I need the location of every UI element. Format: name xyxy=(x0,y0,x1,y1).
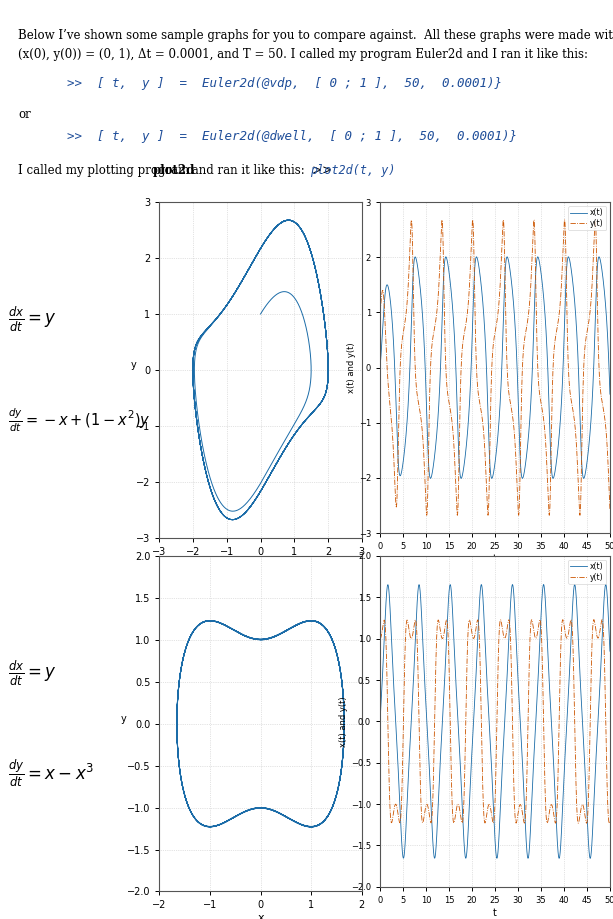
Text: $\frac{dy}{dt} = -x + (1-x^2)y$: $\frac{dy}{dt} = -x + (1-x^2)y$ xyxy=(8,406,151,434)
y(t) xyxy=(546,510,553,521)
x(t) xyxy=(376,716,384,727)
y(t) xyxy=(511,794,518,805)
y(t) xyxy=(606,816,613,827)
x(t) xyxy=(606,646,613,657)
Text: >>  [ t,  y ]  =  Euler2d(@dwell,  [ 0 ; 1 ],  50,  0.0001)}: >> [ t, y ] = Euler2d(@dwell, [ 0 ; 1 ],… xyxy=(52,130,517,143)
x(t) xyxy=(595,698,603,709)
y(t) xyxy=(535,379,543,390)
x(t) xyxy=(535,662,543,673)
Y-axis label: y: y xyxy=(131,360,136,370)
Text: $\frac{dx}{dt} = y$: $\frac{dx}{dt} = y$ xyxy=(8,659,57,688)
x(t) xyxy=(376,362,384,373)
y(t) xyxy=(376,633,384,644)
x(t) xyxy=(532,269,539,280)
Text: (x(0), y(0)) = (0, 1), Δt = 0.0001, and T = 50. I called my program Euler2d and : (x(0), y(0)) = (0, 1), Δt = 0.0001, and … xyxy=(18,48,588,61)
Line: y(t): y(t) xyxy=(380,220,610,516)
y(t) xyxy=(532,271,539,282)
X-axis label: x: x xyxy=(257,913,264,919)
Legend: x(t), y(t): x(t), y(t) xyxy=(568,560,606,584)
x(t) xyxy=(587,853,594,864)
y(t) xyxy=(598,614,606,625)
x(t) xyxy=(565,251,572,262)
x(t) xyxy=(421,358,428,369)
Text: $\frac{dy}{dt} = x - x^3$: $\frac{dy}{dt} = x - x^3$ xyxy=(8,758,94,790)
x(t) xyxy=(400,453,407,464)
y(t) xyxy=(532,632,539,643)
Line: x(t): x(t) xyxy=(380,256,610,479)
x(t) xyxy=(595,251,603,262)
y(t) xyxy=(595,360,603,371)
y(t) xyxy=(511,426,518,437)
x(t) xyxy=(532,720,539,731)
X-axis label: x: x xyxy=(257,560,264,570)
Text: I called my plotting program: I called my plotting program xyxy=(18,164,193,176)
x(t) xyxy=(602,579,609,590)
y(t) xyxy=(376,307,384,318)
Text: >>  [ t,  y ]  =  Euler2d(@vdp,  [ 0 ; 1 ],  50,  0.0001)}: >> [ t, y ] = Euler2d(@vdp, [ 0 ; 1 ], 5… xyxy=(52,77,502,90)
Text: $\frac{dx}{dt} = y$: $\frac{dx}{dt} = y$ xyxy=(8,305,57,335)
x(t) xyxy=(421,683,428,694)
y(t) xyxy=(606,504,613,515)
y(t) xyxy=(400,325,407,336)
Legend: x(t), y(t): x(t), y(t) xyxy=(568,206,606,230)
Y-axis label: x(t) and y(t): x(t) and y(t) xyxy=(347,342,356,393)
X-axis label: t: t xyxy=(493,908,497,918)
y(t) xyxy=(606,818,613,829)
y(t) xyxy=(421,478,428,489)
Y-axis label: x(t) and y(t): x(t) and y(t) xyxy=(339,696,348,747)
x(t) xyxy=(511,596,518,607)
x(t) xyxy=(519,473,526,484)
y(t) xyxy=(595,631,603,642)
x(t) xyxy=(606,389,613,400)
Line: x(t): x(t) xyxy=(380,584,610,858)
x(t) xyxy=(535,253,543,264)
x(t) xyxy=(511,308,518,319)
y(t) xyxy=(535,620,543,631)
Text: plot2d: plot2d xyxy=(153,164,195,176)
y(t) xyxy=(421,804,428,815)
Y-axis label: y: y xyxy=(121,714,127,724)
y(t) xyxy=(400,707,407,718)
x(t) xyxy=(400,853,407,864)
Text: or: or xyxy=(18,108,31,121)
Line: y(t): y(t) xyxy=(380,619,610,823)
y(t) xyxy=(469,214,476,225)
X-axis label: t: t xyxy=(493,554,497,564)
Text: and ran it like this:  >>: and ran it like this: >> xyxy=(188,164,336,176)
Text: plot2d(t, y): plot2d(t, y) xyxy=(310,164,395,176)
Text: Below I’ve shown some sample graphs for you to compare against.  All these graph: Below I’ve shown some sample graphs for … xyxy=(18,29,613,42)
